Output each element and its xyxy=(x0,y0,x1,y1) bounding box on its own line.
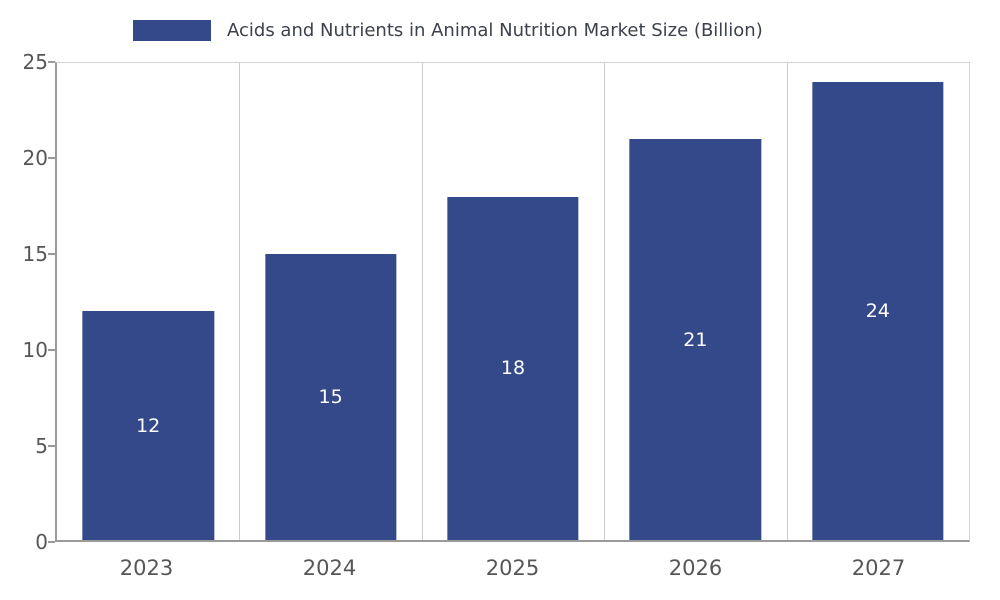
y-axis-tick-label: 5 xyxy=(35,434,48,458)
legend: Acids and Nutrients in Animal Nutrition … xyxy=(133,14,763,46)
vertical-gridline xyxy=(239,63,241,540)
bar-2023: 12 xyxy=(82,311,214,540)
x-axis-tick-label: 2023 xyxy=(119,556,174,580)
bar-value-label: 21 xyxy=(683,328,708,351)
bar-2026: 21 xyxy=(629,139,762,540)
x-axis-tick-label: 2026 xyxy=(668,556,723,580)
y-axis-tick-mark xyxy=(48,157,55,159)
y-axis-tick-mark xyxy=(48,253,55,255)
vertical-gridline xyxy=(604,63,606,540)
bar-2027: 24 xyxy=(812,82,944,540)
y-axis-tick-label: 0 xyxy=(35,530,48,554)
legend-label: Acids and Nutrients in Animal Nutrition … xyxy=(227,19,763,41)
y-axis-tick-mark xyxy=(48,61,55,63)
x-axis-tick-label: 2025 xyxy=(485,556,540,580)
bar-value-label: 15 xyxy=(318,385,343,408)
x-axis-tick-label: 2027 xyxy=(851,556,906,580)
bar-value-label: 24 xyxy=(865,300,890,323)
y-axis-tick-label: 15 xyxy=(22,242,48,266)
plot-area: 12 15 18 21 24 xyxy=(55,62,970,542)
y-axis-tick-label: 20 xyxy=(22,146,48,170)
x-axis-tick-label: 2024 xyxy=(302,556,357,580)
bar-value-label: 18 xyxy=(500,357,526,380)
bar-2025: 18 xyxy=(447,196,579,540)
vertical-gridline xyxy=(421,63,423,540)
y-axis-tick-label: 25 xyxy=(22,50,48,74)
y-axis-tick-mark xyxy=(48,541,55,543)
y-axis-tick-label: 10 xyxy=(22,338,48,362)
x-axis: 2023 2024 2025 2026 2027 xyxy=(55,548,970,588)
vertical-gridline xyxy=(786,63,788,540)
bar-2024: 15 xyxy=(264,253,397,540)
y-axis-tick-mark xyxy=(48,349,55,351)
legend-swatch xyxy=(133,19,211,41)
y-axis: 0 5 10 15 20 25 xyxy=(0,50,55,554)
y-axis-tick-mark xyxy=(48,445,55,447)
bar-value-label: 12 xyxy=(136,414,161,437)
